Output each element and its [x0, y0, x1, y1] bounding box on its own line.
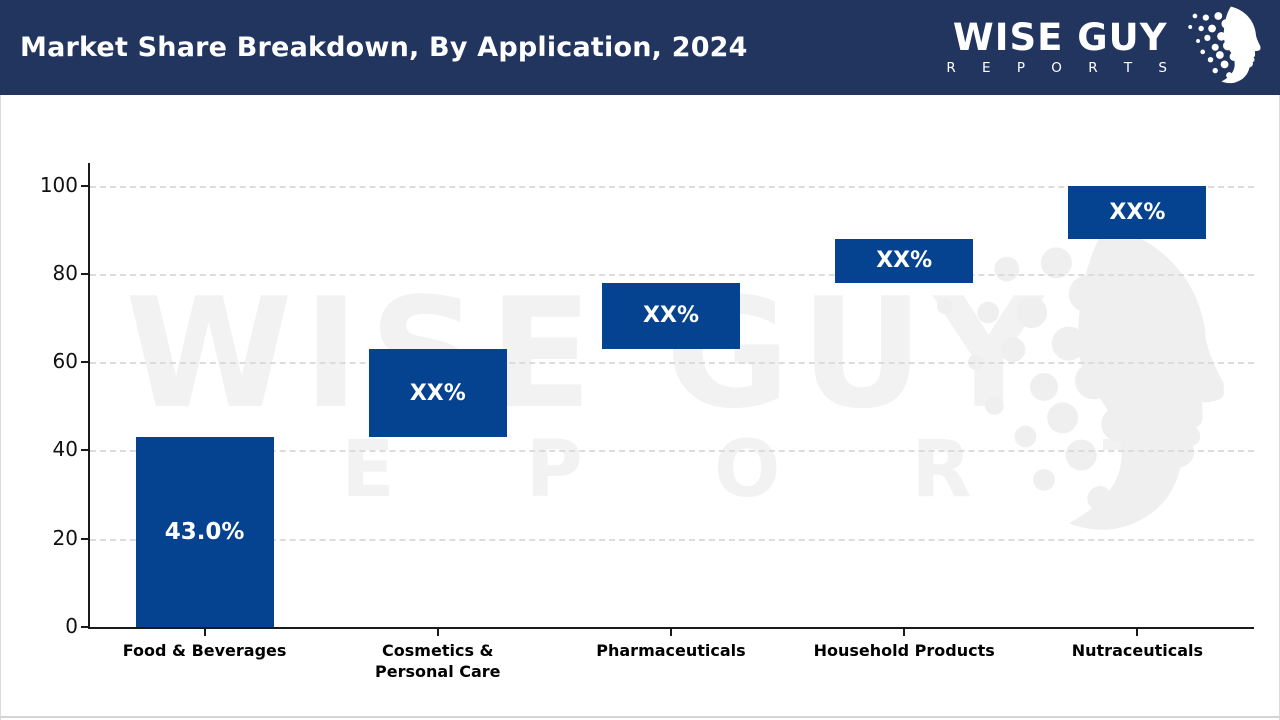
x-category-label-3: Household Products — [813, 641, 995, 660]
bar-value-label-4: XX% — [1109, 199, 1166, 225]
bar-segment-1: XX% — [368, 348, 507, 438]
logo-wordmark: WISE GUY — [952, 16, 1168, 60]
x-axis-line — [88, 627, 1254, 629]
watermark-text-1: WISE GUY — [125, 265, 1054, 442]
x-tick-mark-0 — [203, 629, 206, 636]
page-edge-bottom — [0, 716, 1280, 718]
y-tick-mark-20 — [81, 537, 88, 540]
gridline-y40 — [90, 450, 1254, 453]
y-tick-mark-80 — [81, 272, 88, 275]
y-tick-mark-60 — [81, 361, 88, 364]
y-tick-label-0: 0 — [65, 614, 78, 638]
y-tick-label-20: 20 — [52, 525, 78, 550]
bar-segment-4: XX% — [1068, 185, 1207, 239]
logo-text: WISE GUY R E P O R T S — [942, 19, 1178, 76]
bar-value-label-1: XX% — [409, 380, 466, 406]
bar-value-label-0: 43.0% — [164, 519, 245, 546]
wise-guy-reports-logo: WISE GUY R E P O R T S — [942, 5, 1262, 91]
x-tick-mark-3 — [903, 629, 906, 636]
dotted-head-icon — [1188, 6, 1261, 83]
gridline-y100 — [90, 185, 1254, 188]
y-tick-mark-40 — [81, 449, 88, 452]
page-edge-left — [0, 95, 1, 720]
y-tick-mark-0 — [81, 626, 88, 628]
x-tick-mark-4 — [1136, 629, 1139, 636]
y-axis-line — [88, 163, 90, 629]
chart-area: WISE GUY R E P O R T S 0 20 40 60 80 100 43.0… — [0, 95, 1280, 720]
bar-segment-0: 43.0% — [135, 437, 274, 627]
x-tick-mark-2 — [670, 629, 672, 636]
x-category-label-4: Nutraceuticals — [1071, 641, 1204, 660]
y-tick-label-80: 80 — [52, 260, 78, 285]
gridline-y60 — [90, 362, 1254, 365]
gridline-y20 — [90, 538, 1254, 541]
x-category-label-1: Cosmetics & Personal Care — [375, 641, 501, 681]
logo-subtitle: R E P O R T S — [946, 60, 1178, 77]
bar-segment-2: XX% — [602, 282, 740, 349]
header-bar: Market Share Breakdown, By Application, … — [0, 0, 1280, 95]
y-tick-label-60: 60 — [52, 349, 78, 374]
chart-title: Market Share Breakdown, By Application, … — [20, 32, 748, 63]
bar-segment-3: XX% — [835, 238, 974, 283]
x-category-label-0: Food & Beverages — [122, 641, 287, 660]
bar-value-label-2: XX% — [643, 303, 699, 329]
gridline-y80 — [90, 273, 1254, 276]
x-tick-mark-1 — [436, 629, 439, 636]
x-category-label-2: Pharmaceuticals — [596, 641, 746, 660]
y-tick-label-40: 40 — [52, 437, 78, 462]
y-tick-label-100: 100 — [39, 172, 78, 197]
y-tick-mark-100 — [81, 184, 88, 187]
bar-value-label-3: XX% — [876, 248, 933, 274]
